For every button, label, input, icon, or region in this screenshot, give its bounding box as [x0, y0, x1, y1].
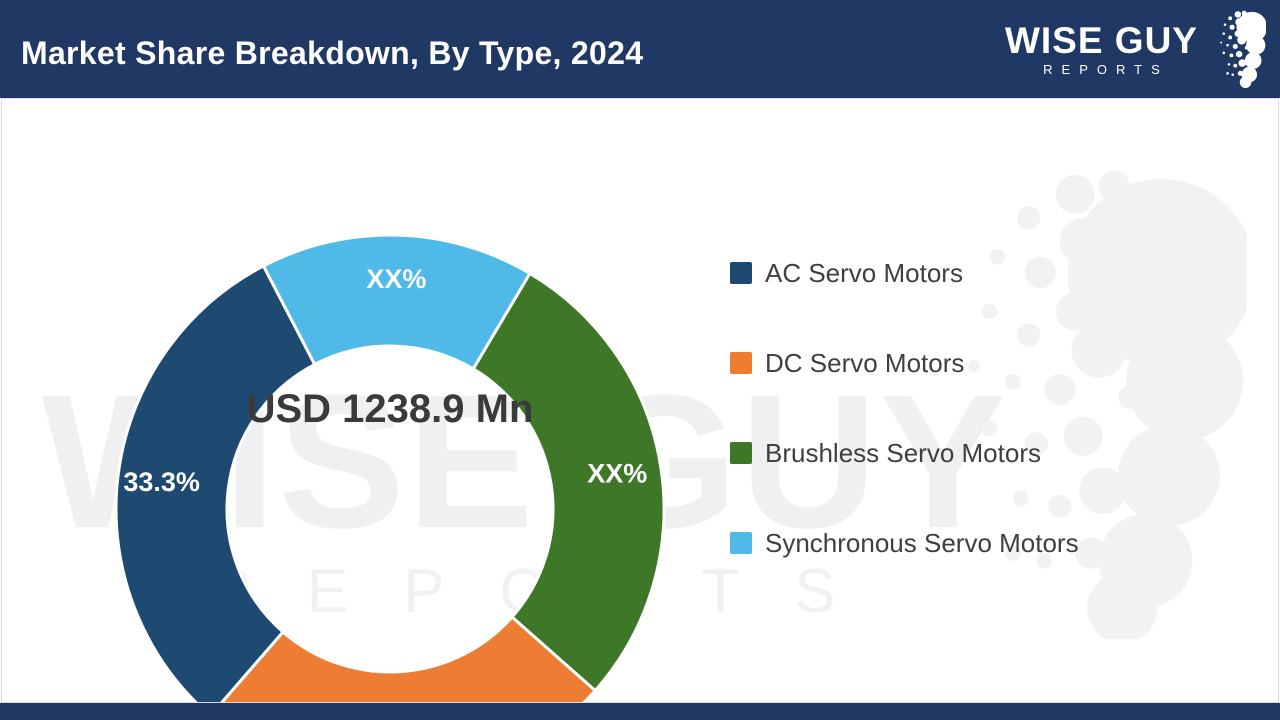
wiseguy-logo: WISE GUY REPORTS — [1005, 0, 1266, 98]
legend-label: Synchronous Servo Motors — [765, 527, 1079, 558]
slice-label-brushless-servo-motors: XX% — [587, 458, 647, 488]
legend-label: AC Servo Motors — [765, 257, 963, 288]
donut-segment-dc-servo-motors — [220, 615, 597, 702]
watermark-face-icon — [968, 171, 1247, 639]
chart-center-value: USD 1238.9 Mn — [246, 387, 534, 431]
donut-segment-brushless-servo-motors — [471, 271, 666, 693]
donut-chart: 33.3%XX%XX%XX% — [114, 233, 666, 702]
logo-face-icon — [1220, 10, 1266, 89]
footer-bar — [0, 703, 1280, 720]
legend-label: DC Servo Motors — [765, 347, 965, 378]
logo-subtext: REPORTS — [1043, 62, 1169, 77]
donut-segment-synchronous-servo-motors — [261, 233, 532, 371]
legend-item-brushless-servo-motors: Brushless Servo Motors — [730, 408, 1079, 498]
slice-label-ac-servo-motors: 33.3% — [123, 467, 200, 497]
legend-item-synchronous-servo-motors: Synchronous Servo Motors — [730, 498, 1079, 588]
logo-wordmark: WISE GUY — [1004, 20, 1198, 61]
legend-swatch — [730, 442, 752, 464]
slice-label-synchronous-servo-motors: XX% — [366, 264, 426, 294]
page-title: Market Share Breakdown, By Type, 2024 — [21, 34, 644, 71]
legend-swatch — [730, 262, 752, 284]
legend-item-dc-servo-motors: DC Servo Motors — [730, 318, 1079, 408]
header-bar: Market Share Breakdown, By Type, 2024 WI… — [0, 0, 1280, 98]
legend-label: Brushless Servo Motors — [765, 437, 1041, 468]
chart-card: WISE GUY REPORTS 33.3%XX%XX%XX% USD 1238… — [1, 98, 1279, 703]
legend-swatch — [730, 352, 752, 374]
legend-item-ac-servo-motors: AC Servo Motors — [730, 228, 1079, 318]
legend-swatch — [730, 532, 752, 554]
donut-segment-ac-servo-motors — [114, 264, 317, 702]
legend: AC Servo Motors DC Servo Motors Brushless … — [730, 228, 1079, 588]
